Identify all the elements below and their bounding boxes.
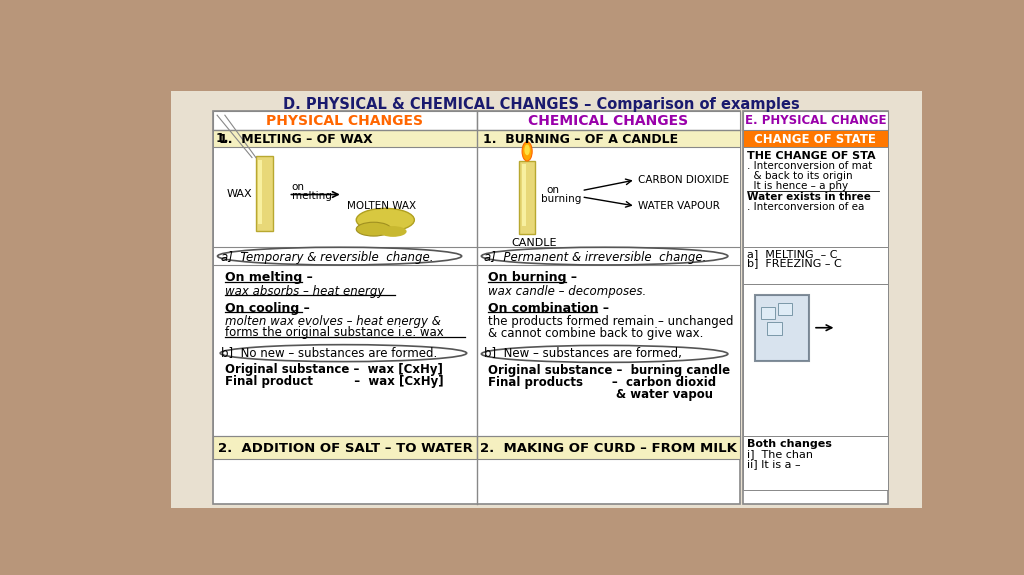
Bar: [755, 296, 809, 361]
Bar: [477, 436, 740, 459]
Text: Final product          –  wax [CxHy]: Final product – wax [CxHy]: [225, 375, 443, 389]
Text: Final products       –  carbon dioxid: Final products – carbon dioxid: [488, 376, 717, 389]
Text: & back to its origin: & back to its origin: [748, 171, 853, 181]
Text: . Interconversion of mat: . Interconversion of mat: [748, 160, 872, 171]
Text: 2.  MAKING OF CURD – FROM MILK: 2. MAKING OF CURD – FROM MILK: [480, 442, 737, 455]
Text: on: on: [291, 182, 304, 192]
Bar: [477, 147, 740, 247]
Text: Water exists in three: Water exists in three: [748, 192, 871, 202]
Text: b]  FREEZING – C: b] FREEZING – C: [748, 258, 842, 267]
Text: Original substance –  burning candle: Original substance – burning candle: [488, 364, 730, 377]
Text: & cannot combine back to give wax.: & cannot combine back to give wax.: [488, 327, 703, 340]
Ellipse shape: [522, 142, 532, 161]
Bar: [213, 247, 477, 265]
Bar: [761, 307, 775, 319]
Text: b]  New – substances are formed,: b] New – substances are formed,: [484, 347, 682, 360]
Text: forms the original substance i.e. wax: forms the original substance i.e. wax: [225, 326, 443, 339]
Text: a]  Temporary & reversible  change.: a] Temporary & reversible change.: [221, 251, 433, 264]
Bar: [213, 130, 477, 147]
Text: CHANGE OF STATE: CHANGE OF STATE: [755, 133, 877, 146]
Text: i]  The chan: i] The chan: [748, 450, 813, 459]
Text: b]  No new – substances are formed.: b] No new – substances are formed.: [221, 346, 437, 359]
Text: a]  Permanent & irreversible  change.: a] Permanent & irreversible change.: [484, 251, 707, 264]
Bar: [521, 164, 525, 226]
Text: ii] It is a –: ii] It is a –: [748, 459, 801, 469]
Bar: [477, 130, 740, 147]
Bar: [743, 112, 888, 504]
Ellipse shape: [380, 226, 407, 237]
Bar: [477, 265, 740, 436]
Ellipse shape: [356, 208, 415, 232]
Text: & water vapou: & water vapou: [488, 388, 714, 401]
Text: On melting –: On melting –: [225, 271, 312, 283]
Bar: [778, 303, 793, 316]
Text: wax absorbs – heat energy: wax absorbs – heat energy: [225, 285, 384, 298]
Text: on: on: [547, 185, 559, 196]
Bar: [743, 112, 888, 130]
Text: 1.  BURNING – OF A CANDLE: 1. BURNING – OF A CANDLE: [483, 133, 678, 146]
Text: Both changes: Both changes: [748, 439, 833, 450]
Text: the products formed remain – unchanged: the products formed remain – unchanged: [488, 316, 734, 328]
Text: Original substance –  wax [CxHy]: Original substance – wax [CxHy]: [225, 363, 442, 376]
Bar: [256, 156, 273, 232]
Text: wax candle – decomposes.: wax candle – decomposes.: [488, 285, 646, 298]
Bar: [743, 130, 888, 147]
Text: D. PHYSICAL & CHEMICAL CHANGES – Comparison of examples: D. PHYSICAL & CHEMICAL CHANGES – Compari…: [283, 98, 800, 113]
Text: On cooling –: On cooling –: [225, 301, 309, 315]
Text: CANDLE: CANDLE: [512, 237, 557, 248]
Bar: [743, 436, 888, 490]
Bar: [213, 436, 477, 459]
Bar: [743, 284, 888, 436]
Text: burning: burning: [541, 194, 582, 204]
Bar: [477, 247, 740, 265]
Text: THE CHANGE OF STA: THE CHANGE OF STA: [748, 151, 876, 160]
Ellipse shape: [524, 144, 529, 155]
Bar: [213, 112, 740, 504]
Ellipse shape: [356, 222, 391, 236]
Text: PHYSICAL CHANGES: PHYSICAL CHANGES: [266, 114, 424, 128]
Text: WAX: WAX: [226, 189, 252, 199]
Text: CARBON DIOXIDE: CARBON DIOXIDE: [638, 175, 729, 185]
Bar: [519, 160, 535, 234]
Text: CHEMICAL CHANGES: CHEMICAL CHANGES: [528, 114, 688, 128]
Bar: [743, 147, 888, 247]
Text: It is hence – a phy: It is hence – a phy: [748, 181, 848, 191]
Text: 1.: 1.: [216, 132, 229, 145]
Text: MOLTEN WAX: MOLTEN WAX: [347, 201, 416, 210]
Text: On burning –: On burning –: [488, 271, 578, 283]
Text: molten wax evolves – heat energy &: molten wax evolves – heat energy &: [225, 316, 440, 328]
Text: 2.  ADDITION OF SALT – TO WATER: 2. ADDITION OF SALT – TO WATER: [217, 442, 472, 455]
Text: 1.  MELTING – OF WAX: 1. MELTING – OF WAX: [219, 133, 373, 146]
Bar: [213, 265, 477, 436]
Text: melting: melting: [292, 191, 332, 201]
Text: On combination –: On combination –: [488, 301, 609, 315]
Bar: [743, 247, 888, 284]
Text: . Interconversion of ea: . Interconversion of ea: [748, 202, 864, 212]
Text: a]  MELTING  – C: a] MELTING – C: [748, 249, 838, 259]
Bar: [767, 323, 782, 335]
Bar: [213, 147, 477, 247]
Bar: [258, 160, 262, 224]
Bar: [477, 112, 740, 130]
Text: WATER VAPOUR: WATER VAPOUR: [638, 201, 720, 212]
Text: E. PHYSICAL CHANGE: E. PHYSICAL CHANGE: [744, 114, 886, 128]
Bar: [213, 112, 477, 130]
